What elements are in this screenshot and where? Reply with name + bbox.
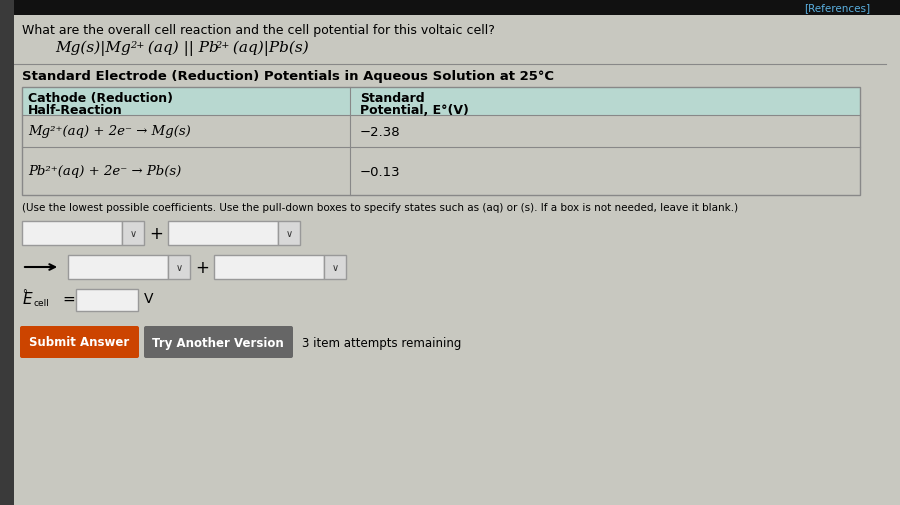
Text: +: + bbox=[195, 259, 209, 276]
Text: cell: cell bbox=[33, 298, 49, 307]
Text: (aq)|Pb(s): (aq)|Pb(s) bbox=[228, 40, 309, 56]
Text: Half-Reaction: Half-Reaction bbox=[28, 104, 122, 116]
Bar bbox=[76, 289, 138, 312]
Text: ∨: ∨ bbox=[130, 229, 137, 238]
Text: −2.38: −2.38 bbox=[360, 125, 400, 138]
Bar bbox=[122, 222, 144, 245]
Text: Standard: Standard bbox=[360, 91, 425, 105]
Bar bbox=[168, 256, 190, 279]
Bar bbox=[168, 222, 278, 245]
Text: =: = bbox=[62, 291, 75, 306]
Text: °: ° bbox=[22, 288, 27, 298]
Text: Submit Answer: Submit Answer bbox=[29, 336, 129, 349]
Text: ∨: ∨ bbox=[331, 263, 338, 273]
Bar bbox=[22, 88, 860, 195]
Text: +: + bbox=[149, 225, 163, 242]
Bar bbox=[0, 0, 14, 505]
FancyBboxPatch shape bbox=[144, 326, 293, 358]
Text: Standard Electrode (Reduction) Potentials in Aqueous Solution at 25°C: Standard Electrode (Reduction) Potential… bbox=[22, 69, 554, 82]
Bar bbox=[14, 0, 900, 16]
Text: 3 item attempts remaining: 3 item attempts remaining bbox=[302, 336, 462, 349]
Bar bbox=[68, 256, 168, 279]
FancyBboxPatch shape bbox=[20, 326, 139, 358]
Text: V: V bbox=[144, 291, 154, 306]
Text: 2+: 2+ bbox=[215, 40, 230, 49]
Text: $E$: $E$ bbox=[22, 290, 33, 307]
Text: −0.13: −0.13 bbox=[360, 165, 400, 178]
Text: (aq) || Pb: (aq) || Pb bbox=[143, 40, 219, 56]
Bar bbox=[22, 88, 860, 116]
Bar bbox=[22, 222, 122, 245]
Text: Pb²⁺(aq) + 2e⁻ → Pb(s): Pb²⁺(aq) + 2e⁻ → Pb(s) bbox=[28, 165, 181, 178]
Text: 2+: 2+ bbox=[130, 40, 144, 49]
Text: What are the overall cell reaction and the cell potential for this voltaic cell?: What are the overall cell reaction and t… bbox=[22, 23, 495, 36]
Text: ∨: ∨ bbox=[285, 229, 292, 238]
Bar bbox=[214, 256, 324, 279]
Text: Mg(s)|Mg: Mg(s)|Mg bbox=[55, 40, 130, 56]
Text: Mg²⁺(aq) + 2e⁻ → Mg(s): Mg²⁺(aq) + 2e⁻ → Mg(s) bbox=[28, 125, 191, 138]
Text: [References]: [References] bbox=[804, 3, 870, 13]
Text: Potential, E°(V): Potential, E°(V) bbox=[360, 104, 469, 116]
Bar bbox=[324, 256, 346, 279]
Text: ∨: ∨ bbox=[176, 263, 183, 273]
Bar bbox=[278, 222, 300, 245]
Text: (Use the lowest possible coefficients. Use the pull-down boxes to specify states: (Use the lowest possible coefficients. U… bbox=[22, 203, 738, 213]
Text: Cathode (Reduction): Cathode (Reduction) bbox=[28, 91, 173, 105]
Text: Try Another Version: Try Another Version bbox=[152, 336, 284, 349]
